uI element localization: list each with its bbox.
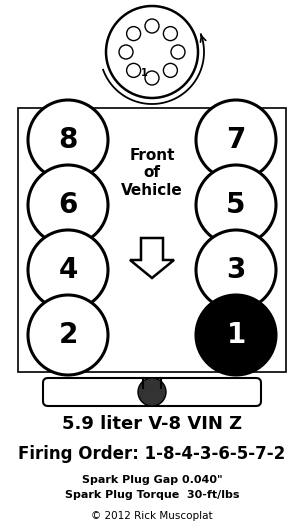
Text: © 2012 Rick Muscoplat: © 2012 Rick Muscoplat	[91, 511, 213, 521]
Text: 5.9 liter V-8 VIN Z: 5.9 liter V-8 VIN Z	[62, 415, 242, 433]
Circle shape	[196, 295, 276, 375]
FancyBboxPatch shape	[43, 378, 261, 406]
Circle shape	[126, 26, 141, 41]
Text: 1: 1	[141, 68, 147, 78]
Circle shape	[28, 295, 108, 375]
Text: 1: 1	[226, 321, 246, 349]
Circle shape	[145, 19, 159, 33]
Circle shape	[28, 230, 108, 310]
Text: Front
of
Vehicle: Front of Vehicle	[121, 148, 183, 198]
Circle shape	[119, 45, 133, 59]
Polygon shape	[130, 238, 174, 278]
Circle shape	[28, 100, 108, 180]
Text: Spark Plug Gap 0.040": Spark Plug Gap 0.040"	[82, 475, 222, 485]
Circle shape	[138, 378, 166, 406]
Text: 8: 8	[58, 126, 78, 154]
Circle shape	[196, 230, 276, 310]
Circle shape	[28, 165, 108, 245]
Text: Spark Plug Torque  30-ft/lbs: Spark Plug Torque 30-ft/lbs	[65, 490, 239, 500]
Circle shape	[171, 45, 185, 59]
Circle shape	[145, 71, 159, 85]
Bar	[18, 108, 286, 372]
Circle shape	[126, 64, 141, 77]
Circle shape	[163, 26, 178, 41]
Circle shape	[196, 100, 276, 180]
Circle shape	[163, 64, 178, 77]
Text: 7: 7	[226, 126, 246, 154]
Text: 5: 5	[226, 191, 246, 219]
Text: Firing Order: 1-8-4-3-6-5-7-2: Firing Order: 1-8-4-3-6-5-7-2	[18, 445, 286, 463]
Text: 2: 2	[58, 321, 78, 349]
Text: 3: 3	[226, 256, 246, 284]
Circle shape	[106, 6, 198, 98]
Text: 6: 6	[58, 191, 78, 219]
Circle shape	[196, 165, 276, 245]
Text: 4: 4	[58, 256, 78, 284]
